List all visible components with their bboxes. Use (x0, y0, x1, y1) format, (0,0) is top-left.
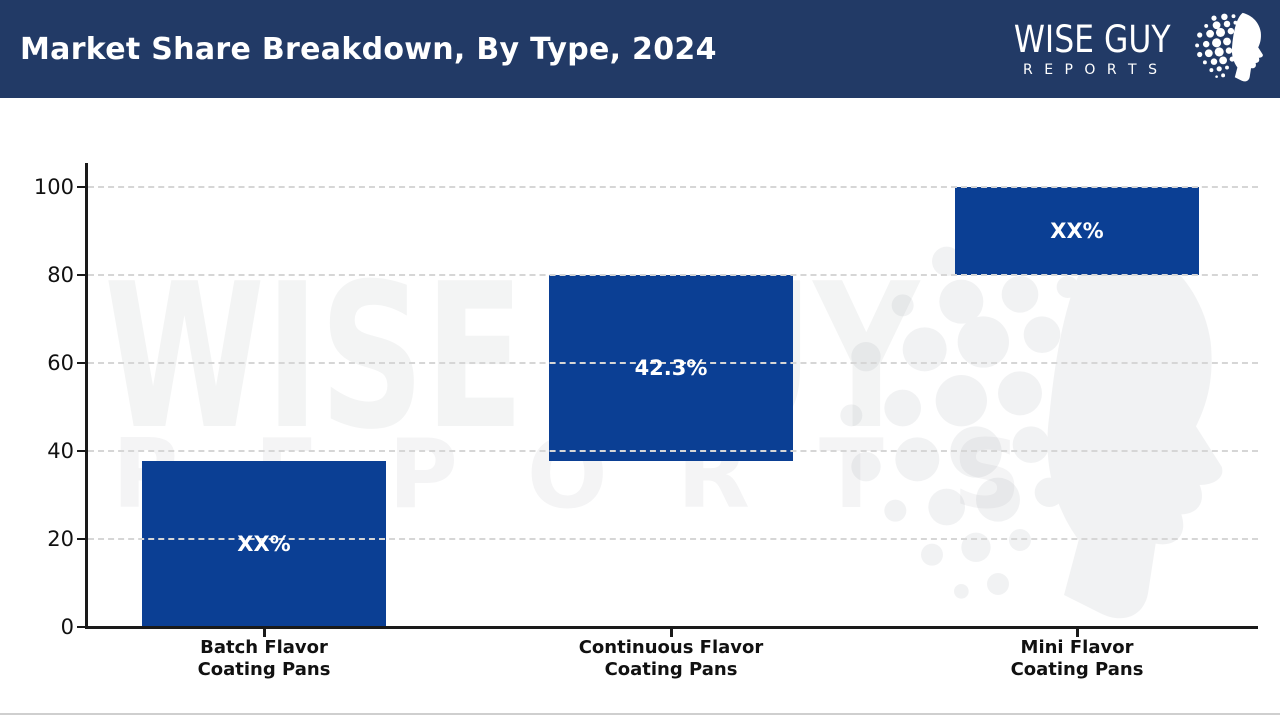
bar-segment (549, 275, 793, 462)
category-label-line: Batch Flavor (200, 637, 328, 658)
category-label-line: Continuous Flavor (578, 637, 764, 658)
chart-title: Market Share Breakdown, By Type, 2024 (20, 31, 717, 67)
y-axis-tick (77, 274, 86, 276)
header-bar: Market Share Breakdown, By Type, 2024 WI… (0, 0, 1280, 98)
y-axis-tick (77, 626, 86, 628)
gridline-100 (88, 186, 1258, 188)
logo-wordmark: WISE GUY (1013, 17, 1171, 61)
y-axis-tick (77, 186, 86, 188)
bar-value-label: XX% (1050, 219, 1104, 243)
y-tick-label: 40 (47, 439, 74, 463)
footer-divider (0, 713, 1280, 715)
gridline-20 (88, 538, 1258, 540)
gridline-60 (88, 362, 1258, 364)
gridline-40 (88, 450, 1258, 452)
category-label: Mini Flavor Coating Pans (927, 637, 1227, 681)
y-axis-tick (77, 538, 86, 540)
category-label-line: Mini Flavor (1020, 637, 1134, 658)
x-axis-tick (262, 629, 266, 637)
y-tick-label: 0 (60, 615, 74, 639)
y-axis-tick (77, 450, 86, 452)
x-axis-tick (1075, 629, 1079, 637)
category-label: Continuous Flavor Coating Pans (521, 637, 821, 681)
logo-text: WISE GUY R E P O R T S (1000, 17, 1184, 79)
gridline-80 (88, 274, 1258, 276)
x-axis-tick (669, 629, 673, 637)
x-axis-line (85, 626, 1258, 629)
wise-guy-reports-logo: WISE GUY R E P O R T S (1000, 6, 1266, 92)
y-tick-label: 60 (47, 351, 74, 375)
bar-value-label: XX% (237, 532, 291, 557)
y-axis-line (85, 163, 88, 629)
category-label-line: Coating Pans (197, 659, 331, 680)
y-tick-label: 20 (47, 527, 74, 551)
category-label-line: Coating Pans (604, 659, 738, 680)
category-label: Batch Flavor Coating Pans (114, 637, 414, 681)
y-tick-label: 100 (33, 175, 74, 199)
category-label-line: Coating Pans (1010, 659, 1144, 680)
bar-segment (142, 461, 386, 627)
y-tick-label: 80 (47, 263, 74, 287)
logo-subtitle: R E P O R T S (1023, 61, 1161, 78)
y-axis-tick (77, 362, 86, 364)
bar-value-label: 42.3% (634, 356, 708, 381)
